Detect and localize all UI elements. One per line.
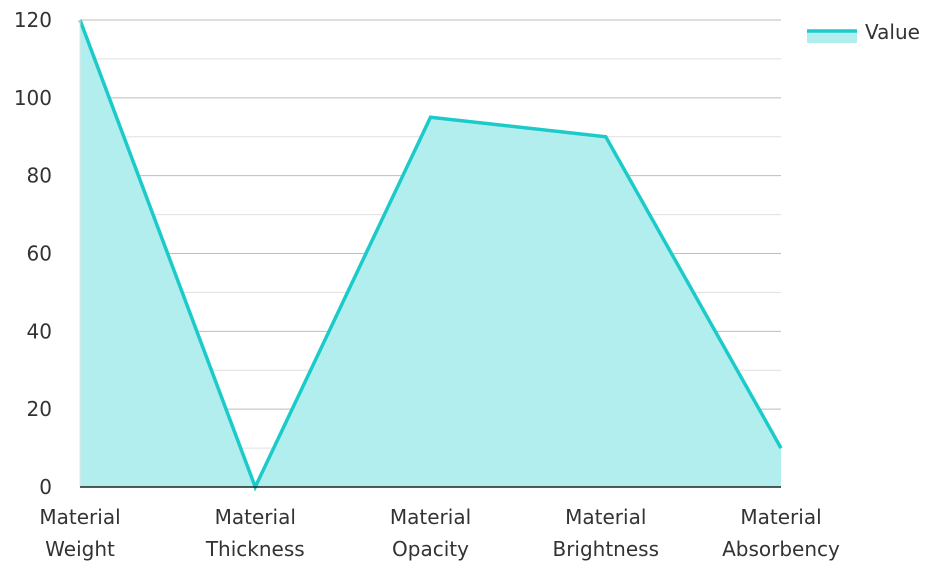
series-line xyxy=(78,19,783,492)
x-axis: Material Weight Material Thickness Material O… xyxy=(39,486,840,561)
y-tick-label: 100 xyxy=(14,86,52,110)
y-tick-label: 0 xyxy=(39,475,52,499)
legend-label: Value xyxy=(865,20,920,44)
legend-swatch xyxy=(807,31,857,43)
y-axis: 0 20 40 60 80 100 120 xyxy=(14,8,81,499)
x-tick-label: Material Absorbency xyxy=(722,505,840,561)
x-tick-label: Material Opacity xyxy=(390,505,471,561)
y-tick-label: 20 xyxy=(27,397,52,421)
x-tick-label: Material Weight xyxy=(39,505,120,561)
y-tick-label: 60 xyxy=(27,242,52,266)
y-tick-label: 120 xyxy=(14,8,52,32)
y-tick-label: 40 xyxy=(27,319,52,343)
legend: Value xyxy=(807,20,920,44)
x-tick-label: Material Thickness xyxy=(205,505,305,561)
y-tick-label: 80 xyxy=(27,164,52,188)
area-series xyxy=(78,19,783,492)
x-tick-label: Material Brightness xyxy=(552,505,659,561)
